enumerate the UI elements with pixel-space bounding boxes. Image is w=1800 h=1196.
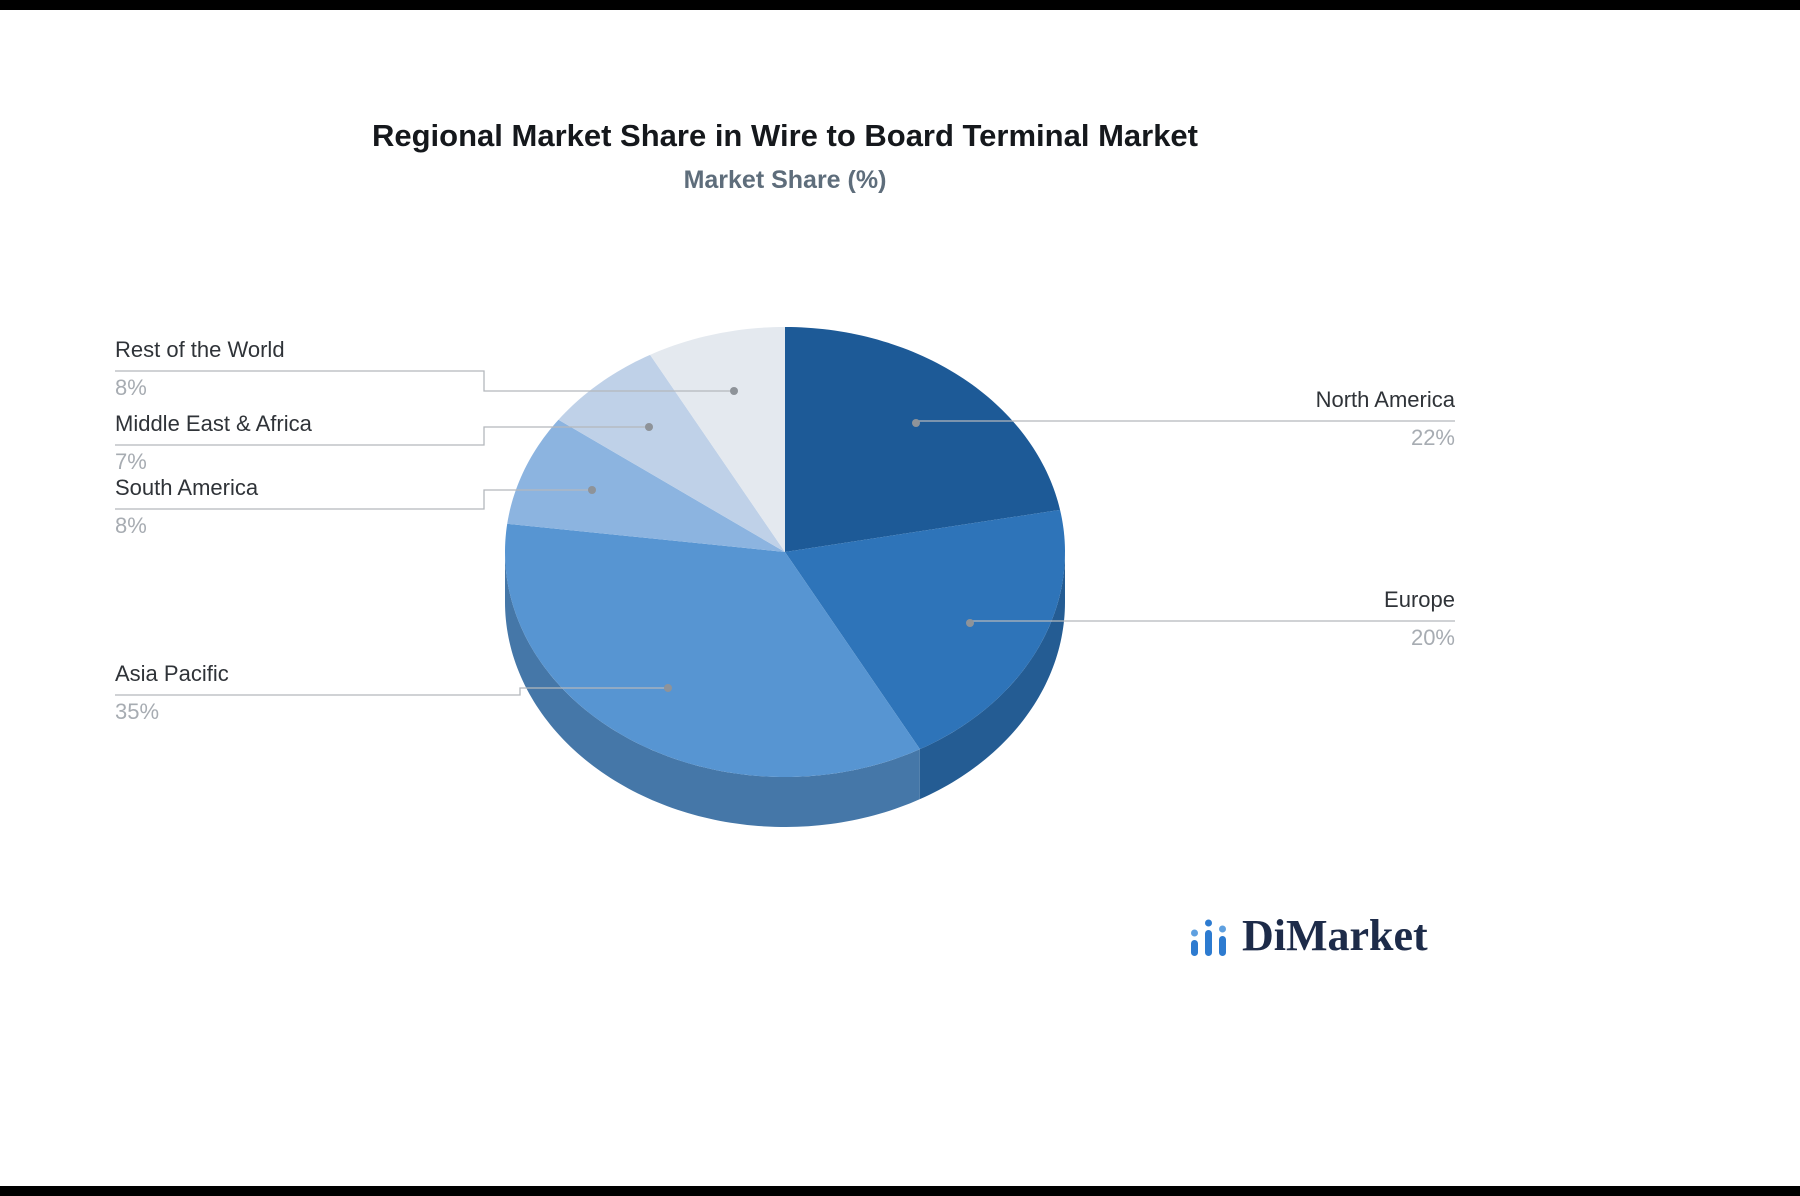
callout-dot-europe	[966, 619, 974, 627]
callout-value: 7%	[115, 449, 147, 474]
callout-label: Europe	[1384, 587, 1455, 612]
brand-logo-text: DiMarket	[1242, 911, 1428, 960]
brand-logo: DiMarket	[1188, 912, 1428, 960]
callout-dot-asia-pacific	[664, 684, 672, 692]
pie-slice-side-asia-pacific	[505, 552, 920, 827]
callout-value: 8%	[115, 513, 147, 538]
callout-label: Middle East & Africa	[115, 411, 312, 436]
pie-slice-north-america[interactable]	[785, 327, 1061, 552]
callout-europe: Europe 20%	[1384, 587, 1455, 651]
pie-slice-side-europe	[919, 552, 1065, 800]
callout-connector-middle-east-africa	[115, 426, 649, 446]
pie-slice-rest-of-the-world[interactable]	[650, 327, 785, 552]
bar-chart-logo-icon	[1191, 919, 1226, 956]
callout-label: Rest of the World	[115, 337, 285, 362]
callout-south-america: South America 8%	[115, 475, 258, 539]
callout-connector-rest-of-the-world	[115, 370, 734, 392]
callout-dot-south-america	[588, 486, 596, 494]
callout-value: 20%	[1410, 625, 1455, 650]
callout-dot-middle-east-africa	[645, 423, 653, 431]
callout-label: North America	[1315, 387, 1455, 412]
pie-slice-middle-east-africa[interactable]	[558, 354, 785, 552]
callout-rest-of-the-world: Rest of the World 8%	[115, 337, 285, 401]
callout-dot-rest-of-the-world	[730, 387, 738, 395]
top-frame-bar	[0, 0, 1800, 10]
callout-connector-asia-pacific	[115, 687, 668, 696]
chart-subtitle: Market Share (%)	[683, 166, 887, 194]
bottom-frame-bar	[0, 1186, 1800, 1196]
callout-dot-north-america	[912, 419, 920, 427]
callout-value: 22%	[1410, 425, 1455, 450]
callout-connector-south-america	[115, 489, 592, 510]
pie-slice-europe[interactable]	[785, 509, 1065, 750]
callout-value: 35%	[115, 699, 160, 724]
callout-asia-pacific: Asia Pacific 35%	[115, 661, 229, 725]
callout-middle-east-africa: Middle East & Africa 7%	[115, 411, 312, 475]
chart-title: Regional Market Share in Wire to Board T…	[371, 118, 1198, 153]
pie-slice-asia-pacific[interactable]	[505, 523, 920, 777]
callout-north-america: North America 22%	[1316, 387, 1455, 451]
callout-value: 8%	[115, 375, 147, 400]
callout-label: Asia Pacific	[115, 661, 229, 686]
callout-label: South America	[115, 475, 259, 500]
pie-slice-south-america[interactable]	[507, 419, 785, 552]
